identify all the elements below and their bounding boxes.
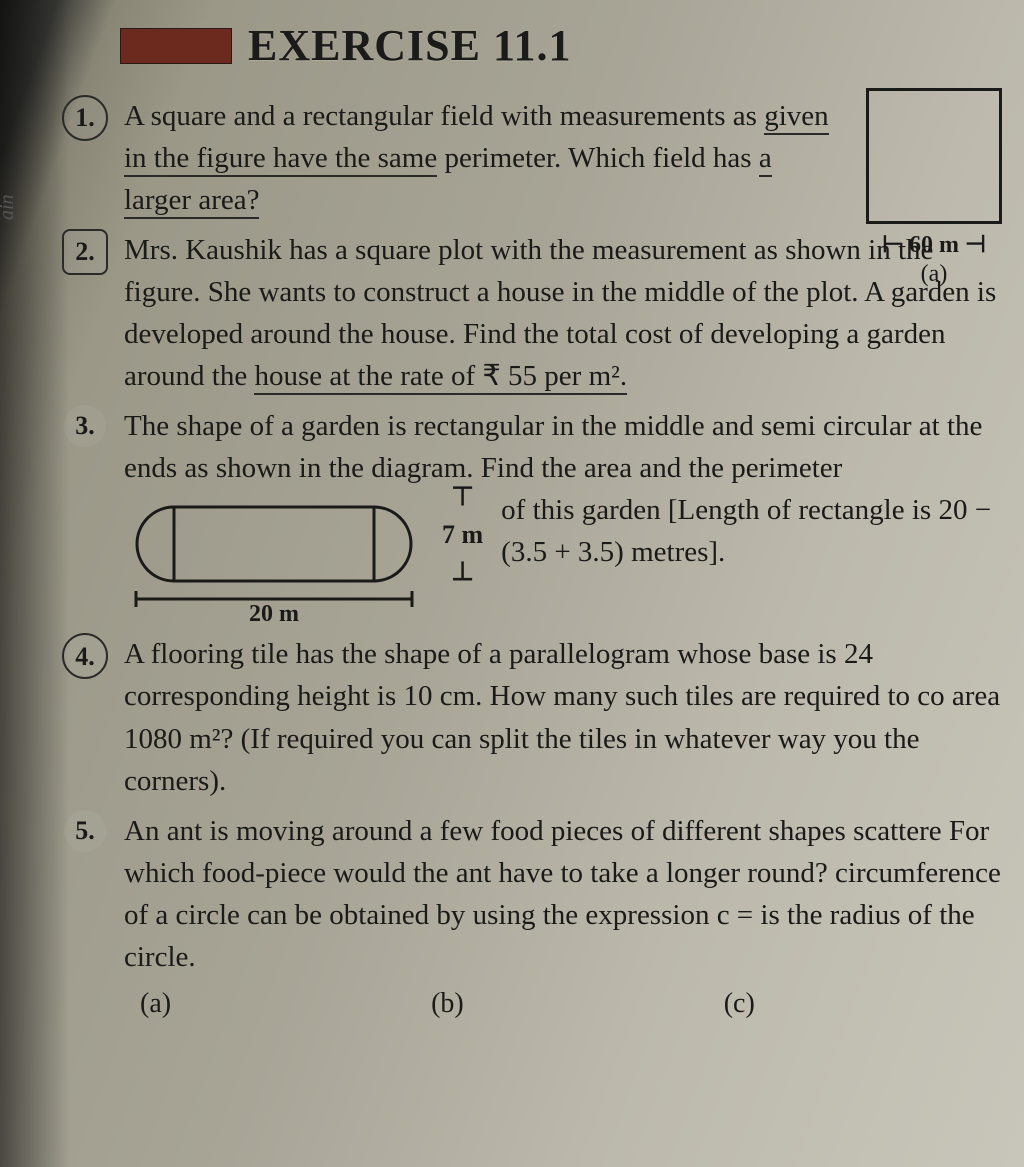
figure-a-square: ⊢ 60 m ⊣ (a)	[854, 88, 1014, 288]
question-5-option-c: (c)	[724, 988, 755, 1020]
question-3-body: The shape of a garden is rectangular in …	[124, 405, 1014, 625]
spine-text: ain	[0, 194, 19, 220]
question-2-number-box: 2.	[62, 229, 108, 275]
question-5: 5. An ant is moving around a few food pi…	[60, 810, 1014, 978]
question-5-text: An ant is moving around a few food piece…	[124, 810, 1014, 978]
title-accent-bar	[120, 28, 232, 64]
question-1-text-c: perimeter. Which field has	[445, 142, 759, 174]
question-2-text-rate: house at the rate of ₹ 55 per m².	[254, 360, 627, 395]
question-3-figure-row: 20 m ⊤ 7 m ⊥ of this garden [Length of r…	[124, 489, 1014, 625]
question-3-figure: 20 m	[124, 495, 424, 625]
figure-a-caption: (a)	[854, 261, 1014, 288]
dim-bottom-tick: ⊥	[451, 553, 474, 591]
question-1-number: 1.	[60, 95, 110, 221]
question-4-number: 4.	[60, 633, 110, 801]
question-4-text: A flooring tile has the shape of a paral…	[124, 633, 1014, 801]
question-4: 4. A flooring tile has the shape of a pa…	[60, 633, 1014, 801]
question-3-line1: The shape of a garden is rectangular in …	[124, 405, 1014, 489]
question-3-number: 3.	[60, 405, 110, 625]
question-1-text-a: A square and a rectangular field with me…	[124, 100, 764, 132]
textbook-page: ain EXERCISE 11.1 ⊢ 60 m ⊣ (a) 1. A squa…	[0, 0, 1024, 1167]
question-3-height-dim: ⊤ 7 m ⊥	[442, 489, 483, 579]
question-5-options: (a) (b) (c)	[140, 988, 1014, 1020]
question-2-number: 2.	[60, 229, 110, 397]
question-5-option-a: (a)	[140, 988, 171, 1020]
dim-top-tick: ⊤	[451, 478, 474, 516]
exercise-title-row: EXERCISE 11.1	[120, 20, 1024, 71]
question-4-number-circle: 4.	[62, 633, 108, 679]
capsule-icon: 20 m	[124, 495, 424, 625]
question-3-number-label: 3.	[64, 405, 106, 447]
question-1-number-circle: 1.	[62, 95, 108, 141]
question-5-number: 5.	[60, 810, 110, 978]
exercise-title: EXERCISE 11.1	[248, 20, 572, 71]
figure-a-square-box	[866, 88, 1002, 224]
question-3-line2: of this garden [Length of rectangle is 2…	[501, 489, 1014, 573]
figure-a-dimension: ⊢ 60 m ⊣	[854, 230, 1014, 259]
capsule-width-label: 20 m	[249, 601, 299, 625]
question-5-number-label: 5.	[64, 810, 106, 852]
question-3: 3. The shape of a garden is rectangular …	[60, 405, 1014, 625]
question-3-height-value: 7 m	[442, 516, 483, 554]
question-5-option-b: (b)	[431, 988, 464, 1020]
